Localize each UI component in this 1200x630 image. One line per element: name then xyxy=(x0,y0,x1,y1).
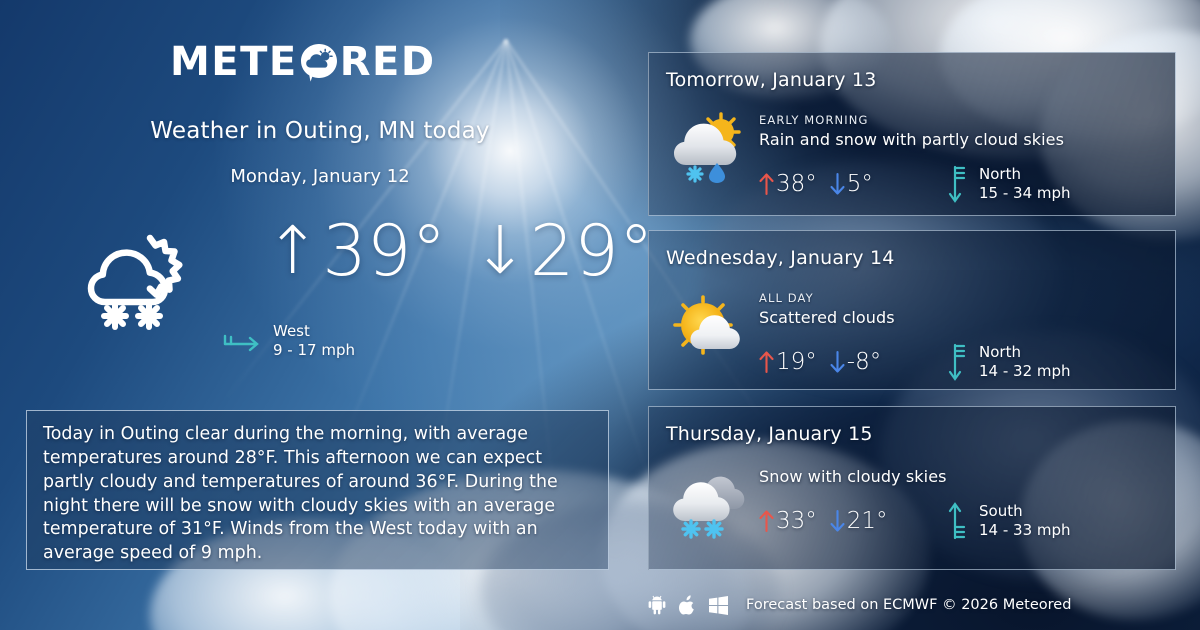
arrow-up-icon xyxy=(759,172,774,196)
forecast-card[interactable]: Wednesday, January 14 xyxy=(648,230,1176,390)
forecast-temperatures: 19° -8° xyxy=(759,349,927,375)
forecast-wind: South 14 - 33 mph xyxy=(947,501,1071,541)
forecast-card-title: Tomorrow, January 13 xyxy=(666,69,877,91)
rain-snow-sun-cloud-icon xyxy=(663,111,759,204)
today-wind-text: West 9 - 17 mph xyxy=(273,322,355,360)
forecast-wind: North 15 - 34 mph xyxy=(947,164,1071,204)
today-temperatures: ↑ 39° ↓ 29° xyxy=(265,216,654,286)
logo-text-before: METE xyxy=(170,39,298,85)
wind-barb-north-icon xyxy=(947,164,969,204)
forecast-max-temp: 38° xyxy=(759,171,817,197)
forecast-temperatures: 33° 21° xyxy=(759,508,927,534)
forecast-card-title: Thursday, January 15 xyxy=(666,423,873,445)
forecast-wind-direction: South xyxy=(979,502,1023,521)
forecast-min-value: -8° xyxy=(846,349,882,375)
forecast-wind-direction: North xyxy=(979,165,1021,184)
today-min-value: 29° xyxy=(529,210,654,292)
forecast-min-value: 5° xyxy=(846,171,873,197)
forecast-max-temp: 19° xyxy=(759,349,817,375)
today-summary: ↑ 39° ↓ 29° xyxy=(60,216,654,338)
today-min-temp: ↓ 29° xyxy=(472,216,653,286)
forecast-period-label: ALL DAY xyxy=(759,291,814,305)
snow-clouds-icon xyxy=(663,465,759,541)
forecast-temperatures: 38° 5° xyxy=(759,171,927,197)
forecast-condition: Snow with cloudy skies xyxy=(759,467,947,486)
forecast-min-temp: -8° xyxy=(830,349,881,375)
forecast-wind: North 14 - 32 mph xyxy=(947,342,1071,382)
today-wind-direction: West xyxy=(273,322,310,340)
arrow-up-icon xyxy=(759,509,774,533)
forecast-wind-speed: 15 - 34 mph xyxy=(979,184,1071,202)
windows-icon[interactable] xyxy=(709,595,728,615)
arrow-up-icon xyxy=(759,350,774,374)
forecast-max-value: 19° xyxy=(776,349,817,375)
forecast-min-temp: 5° xyxy=(830,171,873,197)
meteored-logo[interactable]: METE RED xyxy=(170,40,436,84)
forecast-min-temp: 21° xyxy=(830,508,888,534)
arrow-down-icon: ↓ xyxy=(472,212,528,289)
daily-description-text: Today in Outing clear during the morning… xyxy=(43,424,558,564)
forecast-max-temp: 33° xyxy=(759,508,817,534)
arrow-down-icon xyxy=(830,172,845,196)
forecast-wind-speed: 14 - 32 mph xyxy=(979,362,1071,380)
forecast-max-value: 33° xyxy=(776,508,817,534)
forecast-wind-speed: 14 - 33 mph xyxy=(979,521,1071,539)
sun-cloud-icon xyxy=(663,289,759,382)
today-wind-speed: 9 - 17 mph xyxy=(273,340,355,359)
forecast-card[interactable]: Tomorrow, January 13 xyxy=(648,52,1176,216)
wind-arrow-west-icon xyxy=(222,328,264,354)
wind-barb-south-icon xyxy=(947,501,969,541)
forecast-max-value: 38° xyxy=(776,171,817,197)
daily-description-box: Today in Outing clear during the morning… xyxy=(26,410,609,570)
forecast-credit: Forecast based on ECMWF © 2026 Meteored xyxy=(746,597,1072,613)
today-wind: West 9 - 17 mph xyxy=(222,322,355,360)
page-date: Monday, January 12 xyxy=(230,166,410,187)
logo-text-after: RED xyxy=(339,39,436,85)
forecast-card[interactable]: Thursday, January 15 xyxy=(648,406,1176,570)
forecast-min-value: 21° xyxy=(846,508,888,534)
cloud-sun-bubble-icon xyxy=(299,42,339,82)
forecast-card-title: Wednesday, January 14 xyxy=(666,247,895,269)
arrow-down-icon xyxy=(830,509,845,533)
wind-barb-north-icon xyxy=(947,342,969,382)
today-max-value: 39° xyxy=(322,210,447,292)
apple-icon[interactable] xyxy=(678,595,696,615)
android-icon[interactable] xyxy=(648,595,666,615)
arrow-down-icon xyxy=(830,350,845,374)
forecast-period-label: EARLY MORNING xyxy=(759,113,869,127)
forecast-condition: Rain and snow with partly cloud skies xyxy=(759,130,1065,149)
footer: Forecast based on ECMWF © 2026 Meteored xyxy=(648,590,1176,620)
today-max-temp: ↑ 39° xyxy=(265,216,446,286)
forecast-condition: Scattered clouds xyxy=(759,308,895,327)
forecast-wind-direction: North xyxy=(979,343,1021,362)
arrow-up-icon: ↑ xyxy=(265,212,321,289)
page-title: Weather in Outing, MN today xyxy=(150,118,490,144)
snow-cloud-sun-icon xyxy=(78,224,198,334)
